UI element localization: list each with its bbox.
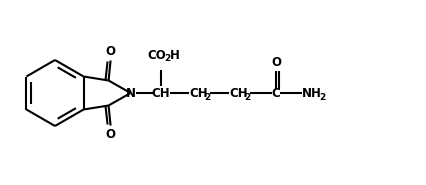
Text: CO: CO	[147, 48, 166, 61]
Text: O: O	[271, 56, 281, 68]
Text: H: H	[169, 48, 179, 61]
Text: 2: 2	[319, 93, 325, 102]
Text: 2: 2	[164, 53, 170, 63]
Text: CH: CH	[151, 87, 170, 100]
Text: CH: CH	[229, 87, 248, 100]
Text: C: C	[271, 87, 279, 100]
Text: O: O	[105, 128, 115, 141]
Text: N: N	[125, 87, 135, 100]
Text: NH: NH	[301, 87, 321, 100]
Text: O: O	[105, 45, 115, 58]
Text: 2: 2	[204, 93, 210, 102]
Text: CH: CH	[189, 87, 207, 100]
Text: 2: 2	[244, 93, 250, 102]
